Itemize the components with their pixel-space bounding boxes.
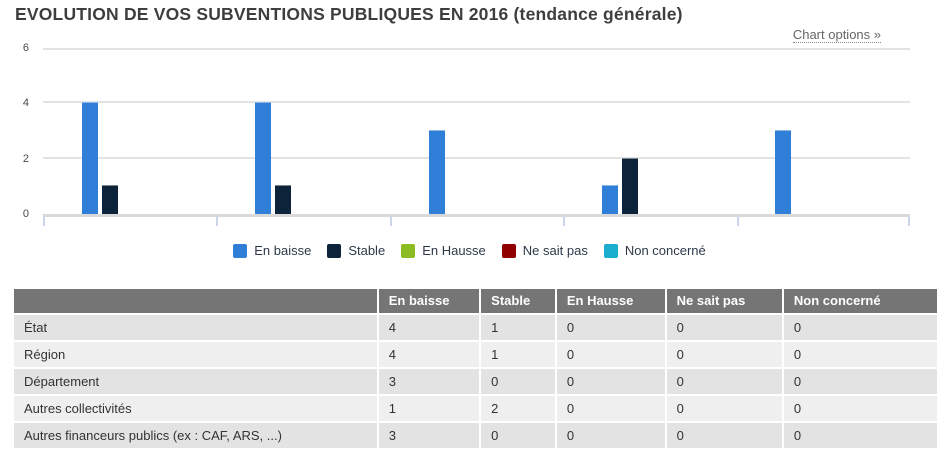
page-title: EVOLUTION DE VOS SUBVENTIONS PUBLIQUES E… (15, 4, 683, 24)
x-axis-tick (908, 217, 910, 226)
y-axis-label: 6 (22, 42, 29, 54)
table-cell: 0 (554, 369, 665, 394)
plot-area (43, 48, 910, 214)
table-row: Autres collectivités 1 2 0 0 0 (14, 396, 937, 423)
y-axis-label: 4 (22, 97, 29, 110)
table-cell: 0 (781, 396, 937, 421)
table-cell: 0 (664, 342, 782, 367)
legend-label: En Hausse (422, 243, 486, 258)
bar-stable (621, 157, 638, 214)
table-row: Région 4 1 0 0 0 (14, 342, 937, 369)
legend-swatch (233, 243, 248, 258)
y-axis-label: 0 (22, 208, 29, 220)
bar-chart: 0 2 4 6 En baisse Stable En Hausse Ne sait pas… (0, 42, 939, 258)
x-axis-tick (563, 217, 566, 226)
table-cell: 0 (664, 423, 782, 448)
table-cell: 0 (479, 423, 555, 448)
bar-en-baisse (255, 102, 272, 214)
legend-swatch (401, 243, 416, 258)
bar-stable (275, 185, 292, 214)
table-header-cell: Stable (479, 289, 555, 313)
bar-en-baisse (775, 130, 792, 214)
table-header-cell (14, 289, 377, 313)
table-cell: 0 (554, 396, 665, 421)
gridline (43, 156, 910, 159)
legend-label: Non concerné (624, 243, 706, 258)
legend-swatch (603, 243, 618, 258)
legend-swatch (501, 243, 516, 258)
table-header-cell: Ne sait pas (664, 289, 782, 313)
legend-item-en-hausse[interactable]: En Hausse (401, 243, 486, 258)
table-row-label: État (24, 320, 48, 335)
table-cell: 0 (781, 342, 937, 367)
table-cell: 0 (664, 369, 782, 394)
table-cell: 0 (554, 315, 665, 340)
table-header-cell: Non concerné (781, 289, 937, 313)
table-header-cell: En baisse (376, 289, 479, 313)
legend-item-ne-sait-pas[interactable]: Ne sait pas (501, 243, 588, 258)
x-axis-ticks (43, 217, 910, 227)
table-cell: 4 (376, 315, 479, 340)
table-cell: 1 (479, 315, 555, 340)
y-axis-label: 2 (22, 152, 29, 165)
table-cell: 0 (781, 369, 937, 394)
bar-en-baisse (428, 130, 445, 214)
x-axis-tick (389, 217, 392, 226)
gridline (43, 101, 910, 104)
table-header-cell: En Hausse (554, 289, 665, 313)
table-cell: 0 (479, 369, 555, 394)
legend-swatch (327, 243, 342, 258)
gridline (43, 48, 910, 50)
table-cell: 0 (664, 396, 782, 421)
table-row: État 4 1 0 0 0 (14, 315, 937, 342)
y-axis: 0 2 4 6 (0, 42, 35, 220)
legend-label: En baisse (254, 243, 312, 258)
table-row: Autres financeurs publics (ex : CAF, ARS… (14, 423, 937, 450)
legend-item-en-baisse[interactable]: En baisse (233, 243, 311, 258)
table-cell: 0 (664, 315, 782, 340)
x-axis-line (43, 214, 910, 217)
x-axis-tick (43, 217, 45, 226)
table-cell: 1 (376, 396, 479, 421)
x-axis-tick (216, 217, 219, 226)
chart-options-link[interactable]: Chart options » (792, 27, 881, 43)
table-row-label: Autres financeurs publics (ex : CAF, ARS… (24, 428, 282, 443)
results-table: En baisse Stable En Hausse Ne sait pas Non c… (14, 289, 937, 450)
table-cell: 0 (781, 315, 937, 340)
table-row: Département 3 0 0 0 0 (14, 369, 937, 396)
bar-stable (101, 185, 118, 214)
table-cell: 0 (554, 342, 665, 367)
table-cell: 3 (376, 369, 479, 394)
table-row-label: Autres collectivités (24, 401, 132, 416)
table-row-label: Département (24, 374, 100, 389)
bar-en-baisse (81, 102, 98, 214)
table-cell: 0 (781, 423, 937, 448)
table-cell: 0 (554, 423, 665, 448)
chart-legend: En baisse Stable En Hausse Ne sait pas Non c… (0, 243, 939, 258)
legend-item-stable[interactable]: Stable (327, 243, 385, 258)
legend-label: Ne sait pas (522, 243, 588, 258)
legend-item-non-concerne[interactable]: Non concerné (603, 243, 706, 258)
bar-en-baisse (601, 185, 618, 214)
table-header-row: En baisse Stable En Hausse Ne sait pas Non c… (14, 289, 937, 315)
table-row-label: Région (24, 347, 66, 362)
table-cell: 4 (376, 342, 479, 367)
table-cell: 2 (479, 396, 555, 421)
legend-label: Stable (348, 243, 386, 258)
x-axis-tick (736, 217, 739, 226)
table-cell: 3 (376, 423, 479, 448)
table-cell: 1 (479, 342, 555, 367)
